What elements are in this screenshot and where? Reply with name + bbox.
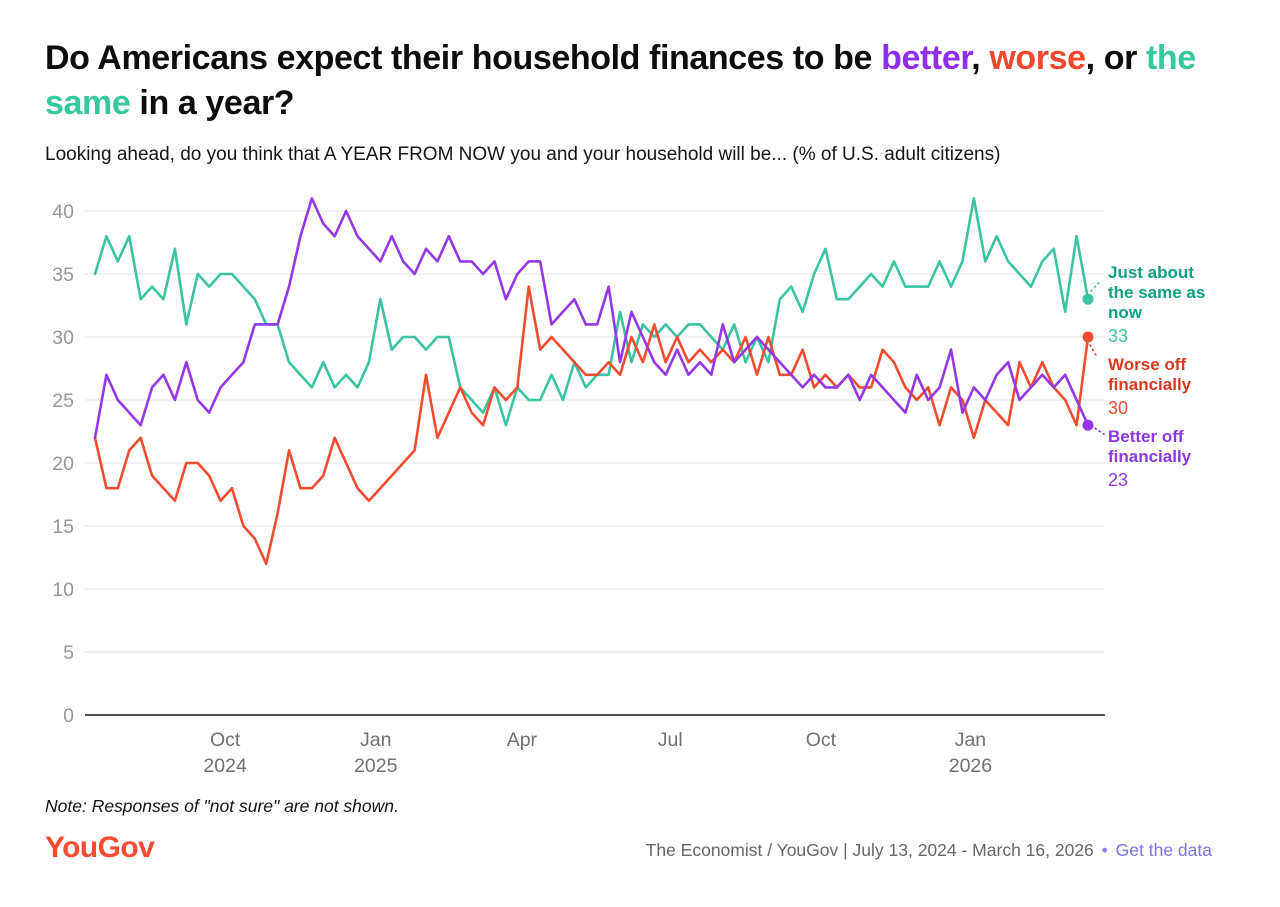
y-tick-label: 30 bbox=[52, 327, 74, 349]
series-annotation-label: Better off financially bbox=[1108, 427, 1192, 467]
yougov-logo: YouGov bbox=[45, 831, 155, 864]
y-tick-label: 15 bbox=[52, 516, 74, 538]
credit-text: The Economist / YouGov | July 13, 2024 -… bbox=[645, 840, 1094, 860]
y-tick-label: 35 bbox=[52, 264, 74, 286]
get-the-data-link[interactable]: Get the data bbox=[1115, 840, 1212, 860]
y-tick-label: 20 bbox=[52, 453, 74, 475]
x-tick-label: Jul bbox=[658, 729, 683, 751]
series-annotation-value: 33 bbox=[1108, 326, 1129, 347]
series-annotation-label: Worse off financially bbox=[1108, 355, 1192, 394]
y-tick-label: 10 bbox=[52, 579, 74, 601]
series-end-dot bbox=[1082, 419, 1094, 431]
credit-separator: • bbox=[1101, 840, 1108, 860]
series-annotation-value: 30 bbox=[1108, 398, 1129, 418]
y-tick-label: 0 bbox=[63, 705, 74, 727]
annotation-connector bbox=[1090, 279, 1102, 293]
title-segment: Do Americans expect their household fina… bbox=[45, 39, 882, 77]
series-annotation-label: Just about the same as now bbox=[1108, 263, 1206, 323]
x-tick-year-label: 2024 bbox=[203, 755, 247, 777]
credit-line: The Economist / YouGov | July 13, 2024 -… bbox=[646, 840, 1212, 861]
series-annotation: Just about the same as now 33 bbox=[1108, 263, 1220, 346]
series-line bbox=[93, 197, 1090, 427]
series-end-dot bbox=[1082, 331, 1094, 343]
chart-note: Note: Responses of "not sure" are not sh… bbox=[45, 796, 399, 816]
page-title: Do Americans expect their household fina… bbox=[45, 36, 1215, 126]
x-tick-label: Jan bbox=[360, 729, 391, 751]
annotation-connector bbox=[1094, 427, 1105, 436]
x-tick-year-label: 2025 bbox=[354, 755, 398, 777]
title-segment: better bbox=[881, 39, 972, 77]
series-line bbox=[93, 285, 1090, 566]
series-annotation: Worse off financially 30 bbox=[1108, 355, 1220, 418]
y-tick-label: 25 bbox=[52, 390, 74, 412]
title-segment: in a year? bbox=[130, 84, 295, 122]
title-segment: the same bbox=[45, 39, 1196, 122]
y-tick-label: 40 bbox=[52, 201, 74, 223]
series-end-dot bbox=[1082, 293, 1094, 305]
annotation-connector bbox=[1089, 344, 1098, 358]
x-tick-label: Jan bbox=[955, 729, 986, 751]
series-annotation: Better off financially 23 bbox=[1108, 427, 1220, 490]
title-segment: , bbox=[971, 39, 990, 77]
x-tick-label: Apr bbox=[507, 729, 538, 751]
series-annotation-value: 23 bbox=[1108, 470, 1129, 491]
chart-subtitle: Looking ahead, do you think that A YEAR … bbox=[45, 144, 1001, 165]
x-tick-label: Oct bbox=[806, 729, 837, 751]
series-line bbox=[93, 197, 1090, 440]
y-tick-label: 5 bbox=[63, 642, 74, 664]
x-tick-year-label: 2026 bbox=[949, 755, 992, 777]
title-segment: worse bbox=[989, 39, 1086, 77]
x-tick-label: Oct bbox=[210, 729, 241, 751]
title-segment: , or bbox=[1085, 39, 1146, 77]
